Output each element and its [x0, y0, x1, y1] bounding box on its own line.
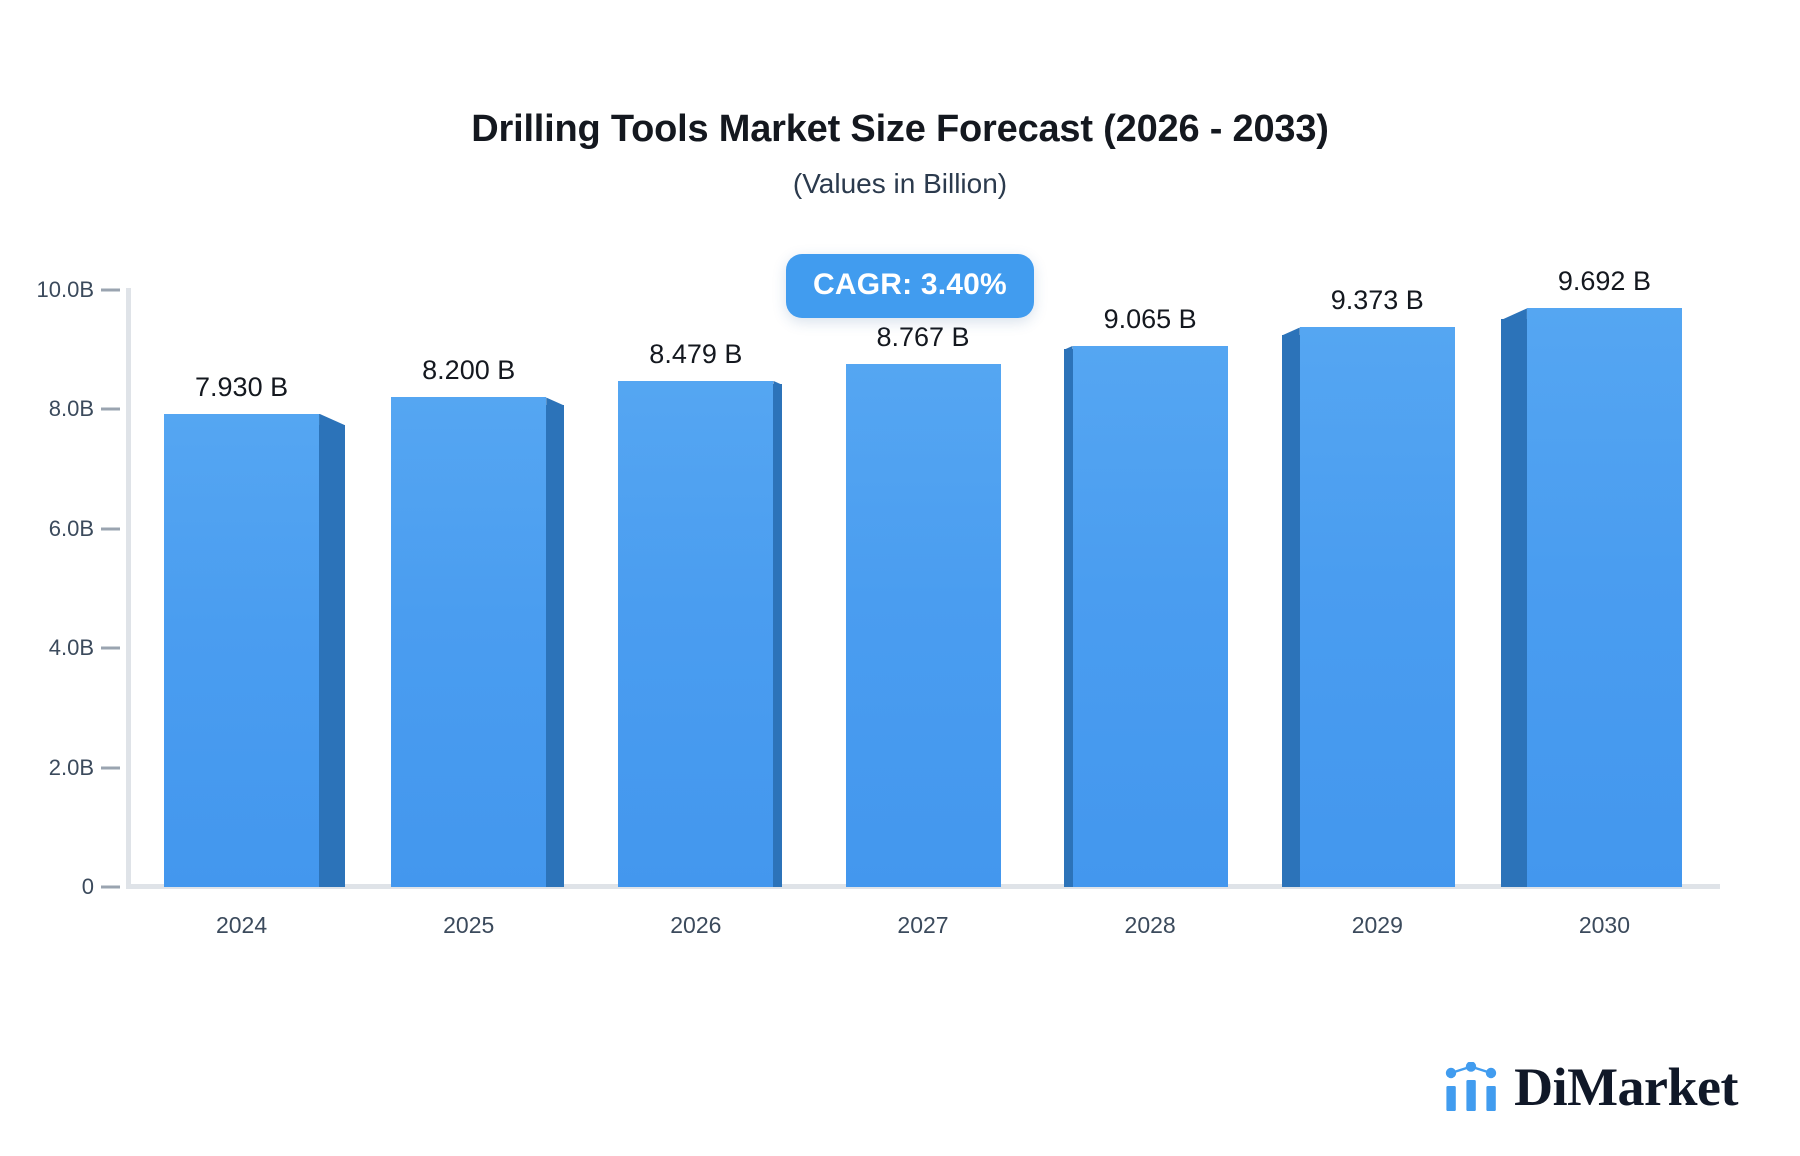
y-axis-tick-mark	[101, 766, 120, 770]
y-axis-tick-label: 8.0B	[48, 396, 94, 422]
bar-side-face	[546, 404, 564, 887]
bar: 8.767 B	[845, 322, 1001, 887]
x-axis-tick-label: 2026	[670, 912, 722, 938]
bar-side-face	[1500, 319, 1527, 887]
bar-front-face	[845, 363, 1001, 887]
y-axis-tick-mark	[101, 646, 120, 650]
bar-value-label: 9.373 B	[1330, 285, 1424, 316]
chart-header: Drilling Tools Market Size Forecast (202…	[0, 108, 1800, 200]
bar: 8.200 B	[391, 355, 564, 887]
brand-name: DiMarket	[1514, 1057, 1738, 1117]
bar-chart-icon	[1445, 1062, 1497, 1111]
bar-top-face	[1282, 327, 1300, 336]
bar-side-face	[1063, 349, 1073, 887]
y-axis-tick-label: 0	[81, 874, 94, 899]
bar-top-face	[546, 397, 564, 406]
bar-top-face	[1500, 308, 1527, 321]
y-axis-tick-label: 4.0B	[48, 635, 94, 661]
bar: 7.930 B	[164, 372, 346, 887]
bar-value-label: 8.767 B	[876, 321, 970, 352]
plot-area: 7.930 B 8.200 B 8.479 B 8.767 B 9.065 B 9.373…	[128, 266, 1718, 887]
bar-top-face	[773, 380, 782, 385]
bar-front-face	[1072, 345, 1228, 887]
y-axis: 0 2.0B 4.0B 6.0B 8.0B 10.0B	[0, 277, 128, 899]
bar-value-label: 8.200 B	[422, 355, 516, 386]
bar-top-face	[1063, 345, 1073, 350]
y-axis-line	[126, 288, 131, 888]
cagr-badge: CAGR: 3.40%	[786, 254, 1034, 318]
bar-side-face	[1282, 334, 1300, 887]
bar-front-face	[1299, 327, 1455, 887]
bar-top-face	[319, 413, 346, 426]
y-axis-tick-label: 10.0B	[36, 277, 95, 302]
bar-front-face	[618, 380, 774, 887]
x-axis-tick-label: 2024	[215, 912, 268, 938]
x-axis-tick-label: 2028	[1124, 912, 1176, 938]
bar-side-face	[319, 424, 346, 887]
bar: 9.692 B	[1500, 266, 1682, 887]
y-axis-tick-label: 6.0B	[48, 515, 94, 541]
x-axis-tick-label: 2030	[1578, 912, 1631, 938]
x-axis-tick-label: 2029	[1351, 912, 1403, 938]
bar-front-face	[164, 413, 320, 887]
x-axis-tick-label: 2025	[443, 912, 495, 938]
y-axis-tick-mark	[101, 288, 120, 292]
bar-front-face	[391, 397, 547, 887]
brand-logo: DiMarket	[1444, 1060, 1738, 1114]
y-axis-tick-mark	[101, 885, 120, 889]
x-axis-tick-label: 2027	[897, 912, 949, 938]
y-axis-tick-mark	[101, 527, 120, 531]
chart-title: Drilling Tools Market Size Forecast (202…	[471, 108, 1329, 150]
bar: 9.373 B	[1282, 285, 1455, 887]
bar: 8.479 B	[618, 339, 782, 887]
bar: 9.065 B	[1063, 304, 1228, 887]
bar-value-label: 8.479 B	[649, 338, 743, 369]
bar-value-label: 9.692 B	[1557, 266, 1651, 297]
bar-value-label: 9.065 B	[1103, 303, 1197, 334]
y-axis-tick-mark	[101, 407, 120, 411]
chart-subtitle: (Values in Billion)	[792, 167, 1008, 199]
bar-front-face	[1526, 308, 1682, 887]
y-axis-tick-label: 2.0B	[48, 754, 94, 780]
bar-side-face	[773, 384, 782, 887]
bar-value-label: 7.930 B	[195, 371, 289, 402]
